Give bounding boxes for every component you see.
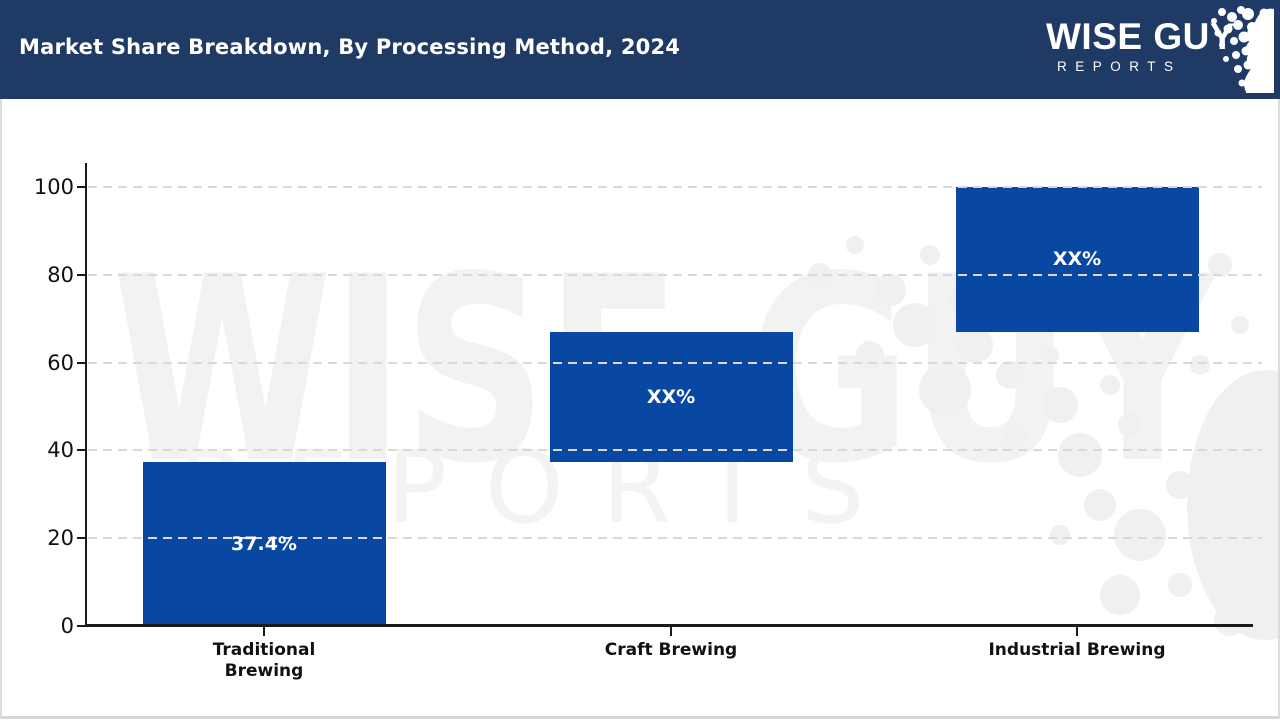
- y-tick-mark: [77, 186, 86, 188]
- y-tick-mark: [77, 449, 86, 452]
- x-axis-line: [85, 624, 1253, 627]
- watermark-face-dots: [808, 236, 1280, 640]
- grid-line: [88, 273, 1262, 276]
- x-category-label: Industrial Brewing: [988, 640, 1166, 660]
- grid-line: [88, 361, 1262, 364]
- y-tick-label: 60: [47, 350, 74, 375]
- y-tick-mark: [77, 625, 86, 627]
- grid-line: [88, 186, 1262, 188]
- bar: [549, 331, 793, 462]
- x-tick-mark: [1076, 627, 1078, 636]
- x-tick-mark: [263, 627, 265, 636]
- y-tick-label: 80: [47, 262, 74, 287]
- bar: [955, 187, 1199, 332]
- y-tick-mark: [77, 537, 86, 540]
- bar-value-label: XX%: [646, 385, 696, 408]
- chart-title: Market Share Breakdown, By Processing Me…: [19, 35, 681, 59]
- y-tick-mark: [77, 361, 86, 364]
- bar: [142, 461, 386, 626]
- y-tick-label: 40: [47, 438, 74, 463]
- y-tick-label: 0: [60, 614, 74, 638]
- x-category-label: Traditional Brewing: [212, 640, 316, 681]
- grid-line: [88, 449, 1262, 452]
- bar-value-label: XX%: [1052, 248, 1102, 271]
- x-category-label: Craft Brewing: [604, 640, 738, 660]
- bar-value-label: 37.4%: [231, 532, 297, 555]
- y-tick-label: 20: [47, 526, 74, 551]
- logo-brand-text: WISE GUY: [1046, 16, 1236, 57]
- grid-line: [88, 537, 1262, 540]
- x-tick-mark: [670, 627, 672, 636]
- y-axis-line: [85, 163, 87, 627]
- logo-reports-text: REPORTS: [1057, 59, 1182, 74]
- logo-face-icon: [1211, 6, 1274, 93]
- y-tick-label: 100: [33, 175, 74, 199]
- header-bar: Market Share Breakdown, By Processing Me…: [0, 0, 1280, 99]
- y-tick-mark: [77, 273, 86, 276]
